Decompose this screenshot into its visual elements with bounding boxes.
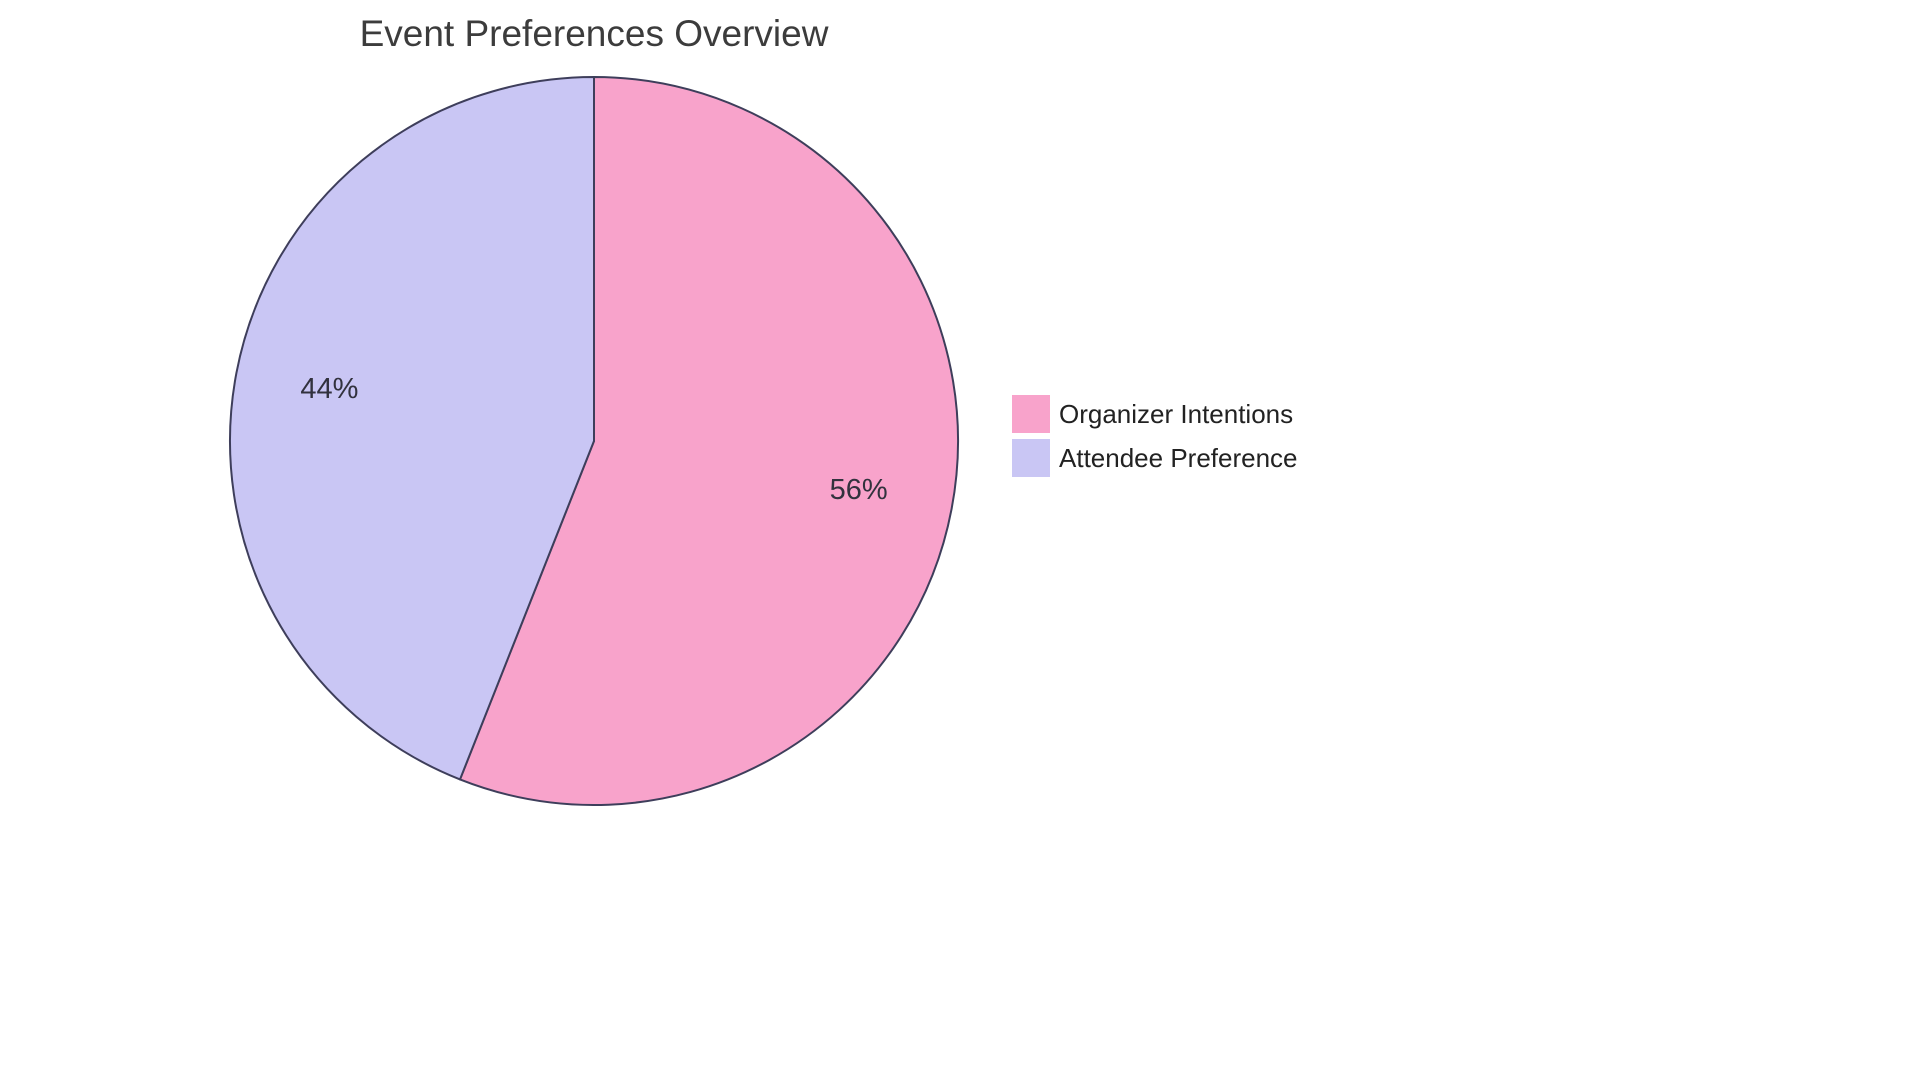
legend-label-attendee-preference: Attendee Preference: [1059, 442, 1298, 473]
pie-slice-attendee-preference[interactable]: [229, 76, 595, 781]
chart-title: Event Preferences Overview: [359, 13, 829, 54]
legend-swatch-organizer-intentions: [1012, 395, 1050, 433]
legend: Organizer Intentions Attendee Preference: [1012, 395, 1298, 477]
legend-label-organizer-intentions: Organizer Intentions: [1059, 398, 1294, 429]
pie-slice-value-label-organizer-intentions: 56%: [830, 474, 888, 506]
pie-slice-organizer-intentions[interactable]: [459, 76, 959, 806]
legend-swatch-attendee-preference: [1012, 439, 1050, 477]
legend-item-organizer-intentions[interactable]: Organizer Intentions: [1012, 395, 1298, 433]
pie-slice-value-label-attendee-preference: 44%: [300, 373, 358, 405]
legend-item-attendee-preference[interactable]: Attendee Preference: [1012, 439, 1298, 477]
